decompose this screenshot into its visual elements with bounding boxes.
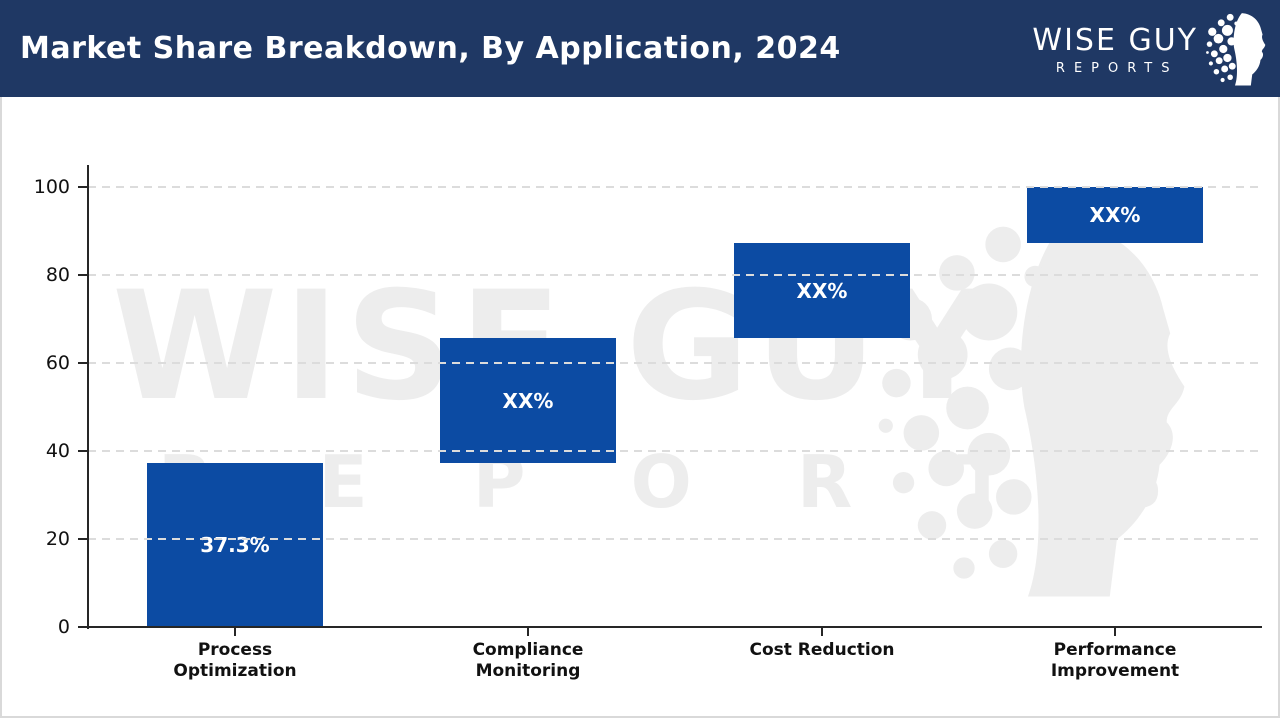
bar-value-label-cost-reduction: XX% xyxy=(796,279,848,303)
bar-cost-reduction xyxy=(734,243,910,338)
bar-compliance-monitoring xyxy=(440,338,616,463)
chart-title: Market Share Breakdown, By Application, … xyxy=(20,31,841,66)
x-axis-tick-cost-reduction xyxy=(821,628,823,636)
y-tick-label-40: 40 xyxy=(45,440,70,462)
bar-value-label-compliance-monitoring: XX% xyxy=(502,389,554,413)
logo-wordmark: WISE GUY xyxy=(1032,22,1198,58)
x-axis-tick-compliance-monitoring xyxy=(527,628,529,636)
y-tick-label-80: 80 xyxy=(45,264,70,286)
y-axis-tick-20 xyxy=(78,538,88,540)
x-category-label-line: Monitoring xyxy=(475,661,581,681)
logo-text: WISE GUY REPORTS xyxy=(1032,23,1198,76)
x-category-label-process-optimization: Process Optimization xyxy=(105,640,365,682)
bar-value-label-process-optimization: 37.3% xyxy=(200,533,270,557)
x-axis-tick-performance-improvement xyxy=(1114,628,1116,636)
x-axis-tick-process-optimization xyxy=(234,628,236,636)
header-bar: Market Share Breakdown, By Application, … xyxy=(0,0,1280,97)
y-axis-tick-40 xyxy=(78,450,88,452)
x-category-label-line: Cost Reduction xyxy=(749,640,895,660)
bar-process-optimization xyxy=(147,463,323,627)
x-category-label-line: Compliance xyxy=(472,640,584,660)
y-tick-label-60: 60 xyxy=(45,352,70,374)
x-category-label-performance-improvement: Performance Improvement xyxy=(985,640,1245,682)
x-category-label-line: Improvement xyxy=(1050,661,1180,681)
y-tick-label-100: 100 xyxy=(33,176,70,198)
y-axis-tick-0 xyxy=(78,626,88,628)
y-tick-label-20: 20 xyxy=(45,528,70,550)
logo-subtitle: REPORTS xyxy=(1055,60,1179,76)
y-axis-tick-80 xyxy=(78,274,88,276)
x-category-label-compliance-monitoring: Compliance Monitoring xyxy=(398,640,658,682)
bar-value-label-performance-improvement: XX% xyxy=(1089,203,1141,227)
y-axis-tick-60 xyxy=(78,362,88,364)
y-axis-tick-100 xyxy=(78,186,88,188)
logo: WISE GUY REPORTS xyxy=(1032,8,1266,90)
x-category-label-cost-reduction: Cost Reduction xyxy=(692,640,952,661)
x-category-label-line: Process xyxy=(197,640,273,660)
x-category-label-line: Performance xyxy=(1053,640,1177,660)
dotted-head-profile-icon xyxy=(1206,13,1266,86)
x-category-label-line: Optimization xyxy=(173,661,297,681)
y-tick-label-0: 0 xyxy=(57,616,70,638)
